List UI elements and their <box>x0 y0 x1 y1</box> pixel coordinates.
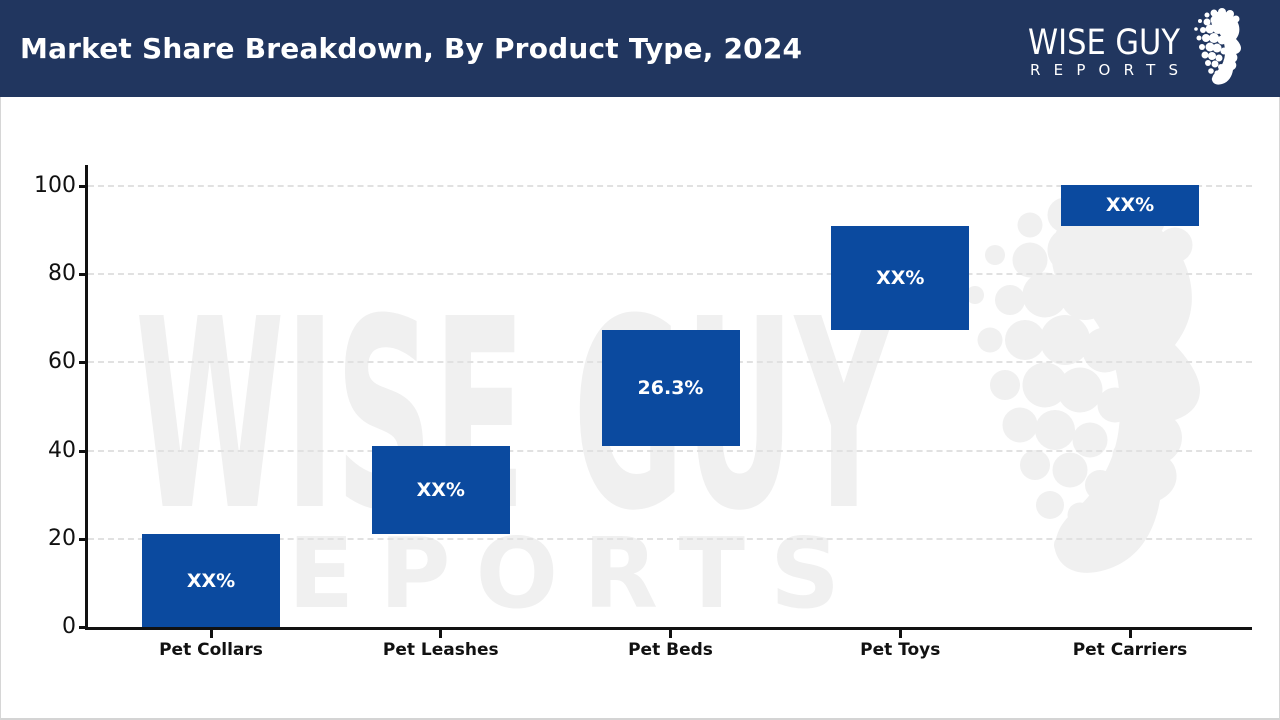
gridline-40 <box>88 449 1252 452</box>
x-tick-mark <box>209 629 213 638</box>
bar-pet-carriers: XX% <box>1061 184 1199 227</box>
y-tick-mark <box>79 361 88 365</box>
wiseguy-logo: WISE GUY REPORTS <box>1022 5 1262 95</box>
y-tick-label: 60 <box>48 349 76 375</box>
bar-pet-leashes: XX% <box>371 446 510 535</box>
header-bar: Market Share Breakdown, By Product Type,… <box>0 0 1280 97</box>
gridline-100 <box>88 185 1252 187</box>
x-category-label: Pet Leashes <box>382 640 499 660</box>
x-tick-mark <box>669 629 672 638</box>
logo-wordmark: WISE GUY <box>1028 23 1181 63</box>
bar-value-label: XX% <box>186 569 236 592</box>
y-tick-mark <box>79 185 88 188</box>
y-tick-mark <box>79 273 88 277</box>
gridline-80 <box>88 273 1252 276</box>
x-category-label: Pet Collars <box>159 640 263 660</box>
y-tick-label: 80 <box>48 261 76 287</box>
bar-pet-beds: 26.3% <box>601 330 740 447</box>
x-tick-mark <box>439 629 443 638</box>
bar-value-label: XX% <box>416 479 465 502</box>
x-tick-mark <box>1128 629 1132 638</box>
bar-value-label: XX% <box>1105 194 1155 217</box>
bar-pet-collars: XX% <box>142 534 280 627</box>
y-axis-line <box>85 165 88 630</box>
bar-value-label: 26.3% <box>637 377 704 400</box>
y-tick-label: 20 <box>48 525 76 551</box>
y-tick-label: 0 <box>62 614 76 639</box>
y-tick-label: 100 <box>34 173 76 198</box>
page-title: Market Share Breakdown, By Product Type,… <box>20 32 803 65</box>
x-tick-mark <box>898 629 902 638</box>
y-tick-mark <box>79 449 88 453</box>
bar-value-label: XX% <box>876 267 925 290</box>
bar-pet-toys: XX% <box>831 226 970 331</box>
x-category-label: Pet Carriers <box>1072 640 1188 660</box>
x-axis-line <box>85 627 1252 630</box>
gridline-20 <box>88 537 1252 540</box>
y-tick-mark <box>79 626 88 629</box>
y-tick-mark <box>79 537 88 541</box>
y-tick-label: 40 <box>48 437 76 463</box>
x-category-label: Pet Toys <box>860 640 941 660</box>
x-category-label: Pet Beds <box>628 640 713 660</box>
